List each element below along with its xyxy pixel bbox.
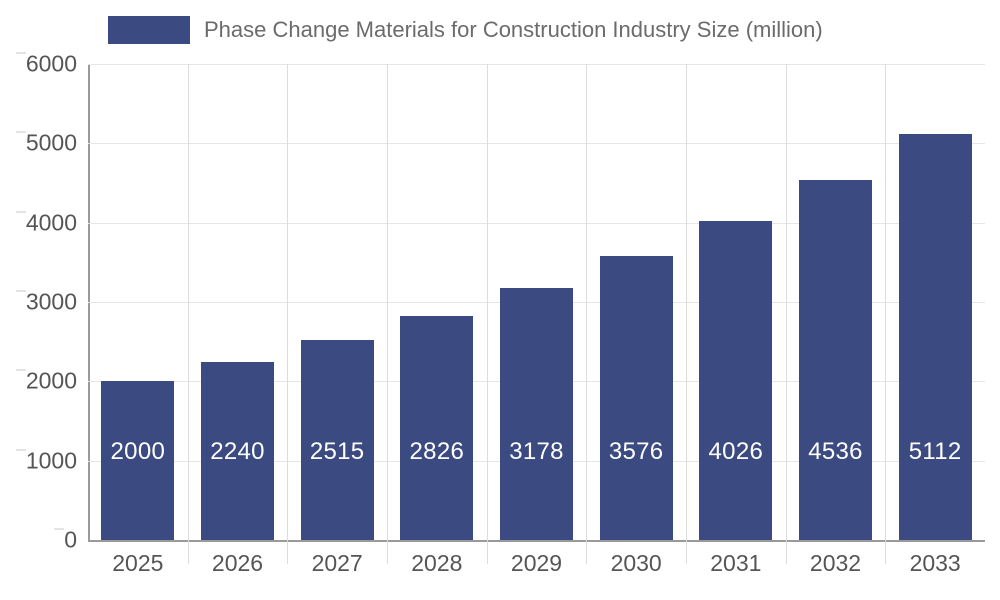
y-axis-tick-mark	[15, 449, 26, 451]
gridline-horizontal	[88, 540, 985, 542]
bar-value-label: 2240	[210, 438, 265, 465]
chart-legend[interactable]: Phase Change Materials for Construction …	[108, 14, 823, 46]
y-axis-tick-label: 3000	[15, 290, 77, 314]
gridline-horizontal	[88, 222, 985, 224]
bar[interactable]: 3178	[500, 287, 573, 540]
bar-value-label: 3178	[509, 438, 564, 465]
gridline-vertical	[487, 64, 488, 564]
gridline-vertical	[188, 64, 189, 564]
y-axis-tick-mark	[15, 290, 26, 292]
x-axis-tick-label: 2025	[112, 550, 164, 576]
y-axis-tick-label: 2000	[15, 369, 77, 393]
x-axis-tick-label: 2030	[610, 550, 662, 576]
gridline-vertical	[287, 64, 288, 564]
legend-label: Phase Change Materials for Construction …	[204, 17, 823, 42]
x-axis-tick-label: 2028	[411, 550, 463, 576]
bar[interactable]: 2240	[201, 362, 274, 540]
x-axis-tick-label: 2029	[510, 550, 563, 576]
x-axis-tick-label: 2033	[909, 550, 961, 576]
plot-area: 2000 2240 2515 2826 3178 3576 4026 4536 5112	[88, 64, 985, 564]
bar[interactable]: 5112	[898, 134, 972, 540]
x-axis-tick-label: 2026	[211, 550, 264, 576]
y-axis-tick-mark	[15, 369, 26, 371]
bar[interactable]: 4536	[799, 180, 872, 540]
y-axis-tick-label: 0	[54, 528, 77, 552]
bar-value-label: 3576	[608, 438, 664, 465]
y-axis-tick-label: 5000	[15, 131, 77, 155]
bar[interactable]: 2000	[101, 381, 175, 540]
bar-value-label: 4026	[708, 438, 764, 465]
y-axis-tick-label: 1000	[15, 449, 77, 472]
y-axis-tick-label: 6000	[15, 52, 77, 76]
bar[interactable]: 2826	[400, 315, 474, 540]
y-axis-tick-mark	[15, 211, 26, 213]
bar-value-label: 4536	[808, 438, 863, 465]
gridline-vertical	[586, 64, 587, 564]
y-axis-tick-mark	[54, 528, 65, 530]
gridline-vertical	[387, 64, 388, 564]
gridline-vertical	[885, 64, 886, 564]
y-axis-tick-mark	[15, 131, 26, 133]
x-axis-tick-label: 2032	[809, 550, 862, 576]
gridline-vertical	[786, 64, 787, 564]
legend-color-swatch	[108, 16, 190, 44]
bar[interactable]: 3576	[599, 256, 673, 540]
gridline-horizontal	[88, 143, 985, 145]
x-axis-tick-label: 2031	[710, 550, 762, 576]
bar[interactable]: 4026	[699, 220, 773, 540]
x-axis-tick-label: 2027	[311, 550, 363, 576]
bar-value-label: 2515	[309, 438, 365, 465]
bar-value-label: 2000	[110, 438, 166, 465]
bar-value-label: 2826	[409, 438, 465, 465]
y-axis-tick-label: 4000	[15, 211, 77, 234]
bar-value-label: 5112	[908, 438, 962, 465]
gridline-horizontal	[88, 64, 985, 65]
bar[interactable]: 2515	[300, 340, 374, 540]
y-axis-tick-mark	[15, 52, 26, 54]
gridline-vertical	[686, 64, 687, 564]
